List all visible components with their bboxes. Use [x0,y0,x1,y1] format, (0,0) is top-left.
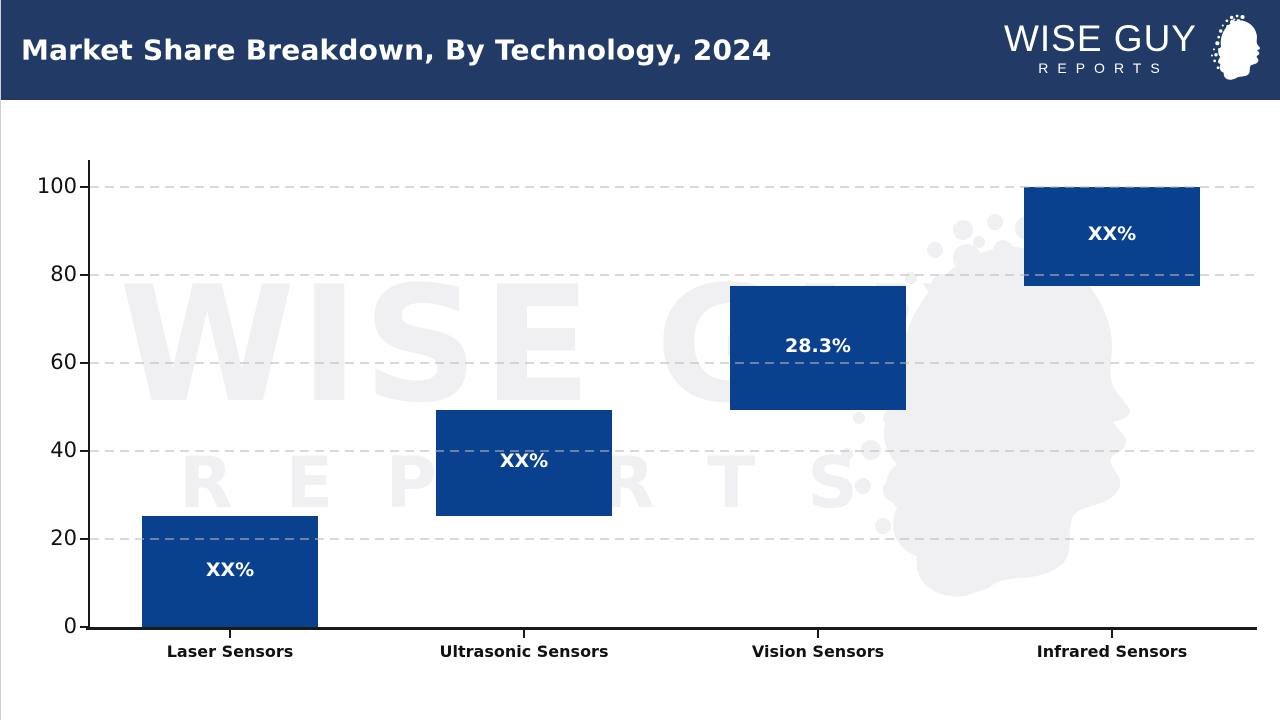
bar-vision-sensors [730,285,906,411]
y-tick-mark-40 [80,450,89,452]
gridline-20 [90,538,1257,540]
x-tick-mark-2 [523,630,525,638]
y-tick-label-100: 100 [36,174,77,198]
y-tick-label-0: 0 [63,614,77,638]
gridline-40 [90,450,1257,452]
bar-value-label: XX% [205,558,255,581]
header-band: Market Share Breakdown, By Technology, 2… [1,0,1280,100]
y-axis-spine [88,160,90,629]
y-tick-label-60: 60 [50,350,77,374]
x-category-label-infrared-sensors: Infrared Sensors [1036,642,1188,661]
y-tick-mark-100 [80,186,89,188]
x-category-label-ultrasonic-sensors: Ultrasonic Sensors [439,642,609,661]
gridline-100 [90,186,1257,188]
gridline-60 [90,362,1257,364]
bar-value-label: XX% [1087,223,1137,246]
page-title: Market Share Breakdown, By Technology, 2… [21,33,772,67]
x-tick-mark-3 [817,630,819,638]
bar-value-label: 28.3% [785,334,851,357]
x-category-label-laser-sensors: Laser Sensors [166,642,294,661]
bar-infrared-sensors [1024,187,1200,286]
y-tick-mark-60 [80,362,89,364]
bar-value-label: XX% [499,450,549,473]
y-tick-label-40: 40 [50,438,77,462]
x-axis-spine [86,627,1257,630]
brand-subtitle: REPORTS [1038,60,1169,77]
y-tick-mark-20 [80,538,89,540]
x-tick-mark-1 [229,630,231,638]
brand-head-icon [1210,14,1261,80]
y-tick-mark-0 [80,626,89,628]
y-tick-label-80: 80 [50,262,77,286]
bar-laser-sensors [142,516,318,627]
plot-area: WISE GUY R E P O R T S XX%XX%28.3%XX% 02… [1,100,1280,720]
y-tick-label-20: 20 [50,526,77,550]
gridline-80 [90,274,1257,276]
x-category-label-vision-sensors: Vision Sensors [751,642,885,661]
brand-logo: WISE GUY REPORTS [1004,6,1267,90]
x-tick-mark-4 [1111,630,1113,638]
y-tick-mark-80 [80,274,89,276]
brand-name: WISE GUY [1003,17,1197,59]
brand-logo-text: WISE GUY REPORTS [1003,17,1197,77]
bar-ultrasonic-sensors [436,410,612,517]
